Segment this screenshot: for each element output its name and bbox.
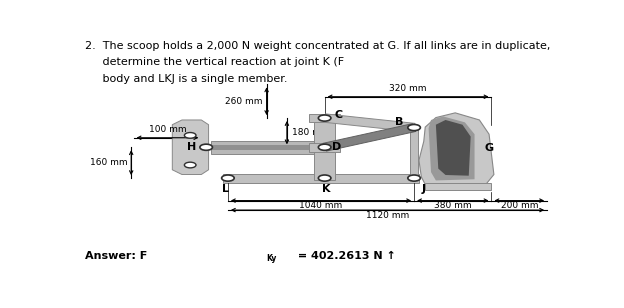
Text: 320 mm: 320 mm [389,84,427,93]
Text: body and LKJ is a single member.: body and LKJ is a single member. [85,74,288,84]
Text: 260 mm: 260 mm [225,97,263,106]
Bar [223,174,419,183]
Text: 2.  The scoop holds a 2,000 N weight concentrated at G. If all links are in dupl: 2. The scoop holds a 2,000 N weight conc… [85,41,550,51]
Text: Ky: Ky [266,254,276,263]
Text: J: J [422,184,426,194]
Circle shape [318,115,331,121]
Bar [425,183,490,190]
Polygon shape [429,116,474,180]
Text: 200 mm: 200 mm [500,201,538,210]
Polygon shape [323,124,416,151]
Bar [314,118,335,147]
Circle shape [318,144,331,150]
Text: L: L [222,184,229,194]
Circle shape [318,175,331,181]
Text: D: D [332,142,341,152]
Circle shape [222,175,234,181]
Text: = 402.2613 N ↑: = 402.2613 N ↑ [294,251,396,261]
Circle shape [185,162,196,168]
Polygon shape [419,113,494,190]
Text: H: H [187,142,197,152]
Text: C: C [334,110,342,120]
Text: 100 mm: 100 mm [149,125,187,134]
Text: 380 mm: 380 mm [434,201,472,210]
Polygon shape [324,114,415,132]
Text: G: G [484,144,494,153]
Text: K: K [322,184,330,194]
Text: Answer: F: Answer: F [85,251,147,261]
Circle shape [408,124,421,131]
Polygon shape [211,144,324,150]
Bar [309,114,340,122]
Text: 180 mm: 180 mm [292,128,329,137]
Polygon shape [172,120,208,175]
Polygon shape [211,140,324,154]
Circle shape [185,132,196,138]
Bar [309,143,340,152]
Circle shape [200,144,212,150]
Text: 160 mm: 160 mm [90,158,127,167]
Text: B: B [396,117,404,127]
Circle shape [408,175,421,181]
Text: 1120 mm: 1120 mm [366,211,409,220]
Text: determine the vertical reaction at joint K (F: determine the vertical reaction at joint… [85,57,344,67]
Text: 1040 mm: 1040 mm [300,201,343,210]
Polygon shape [411,128,418,178]
Polygon shape [436,120,470,176]
Bar [314,145,335,180]
